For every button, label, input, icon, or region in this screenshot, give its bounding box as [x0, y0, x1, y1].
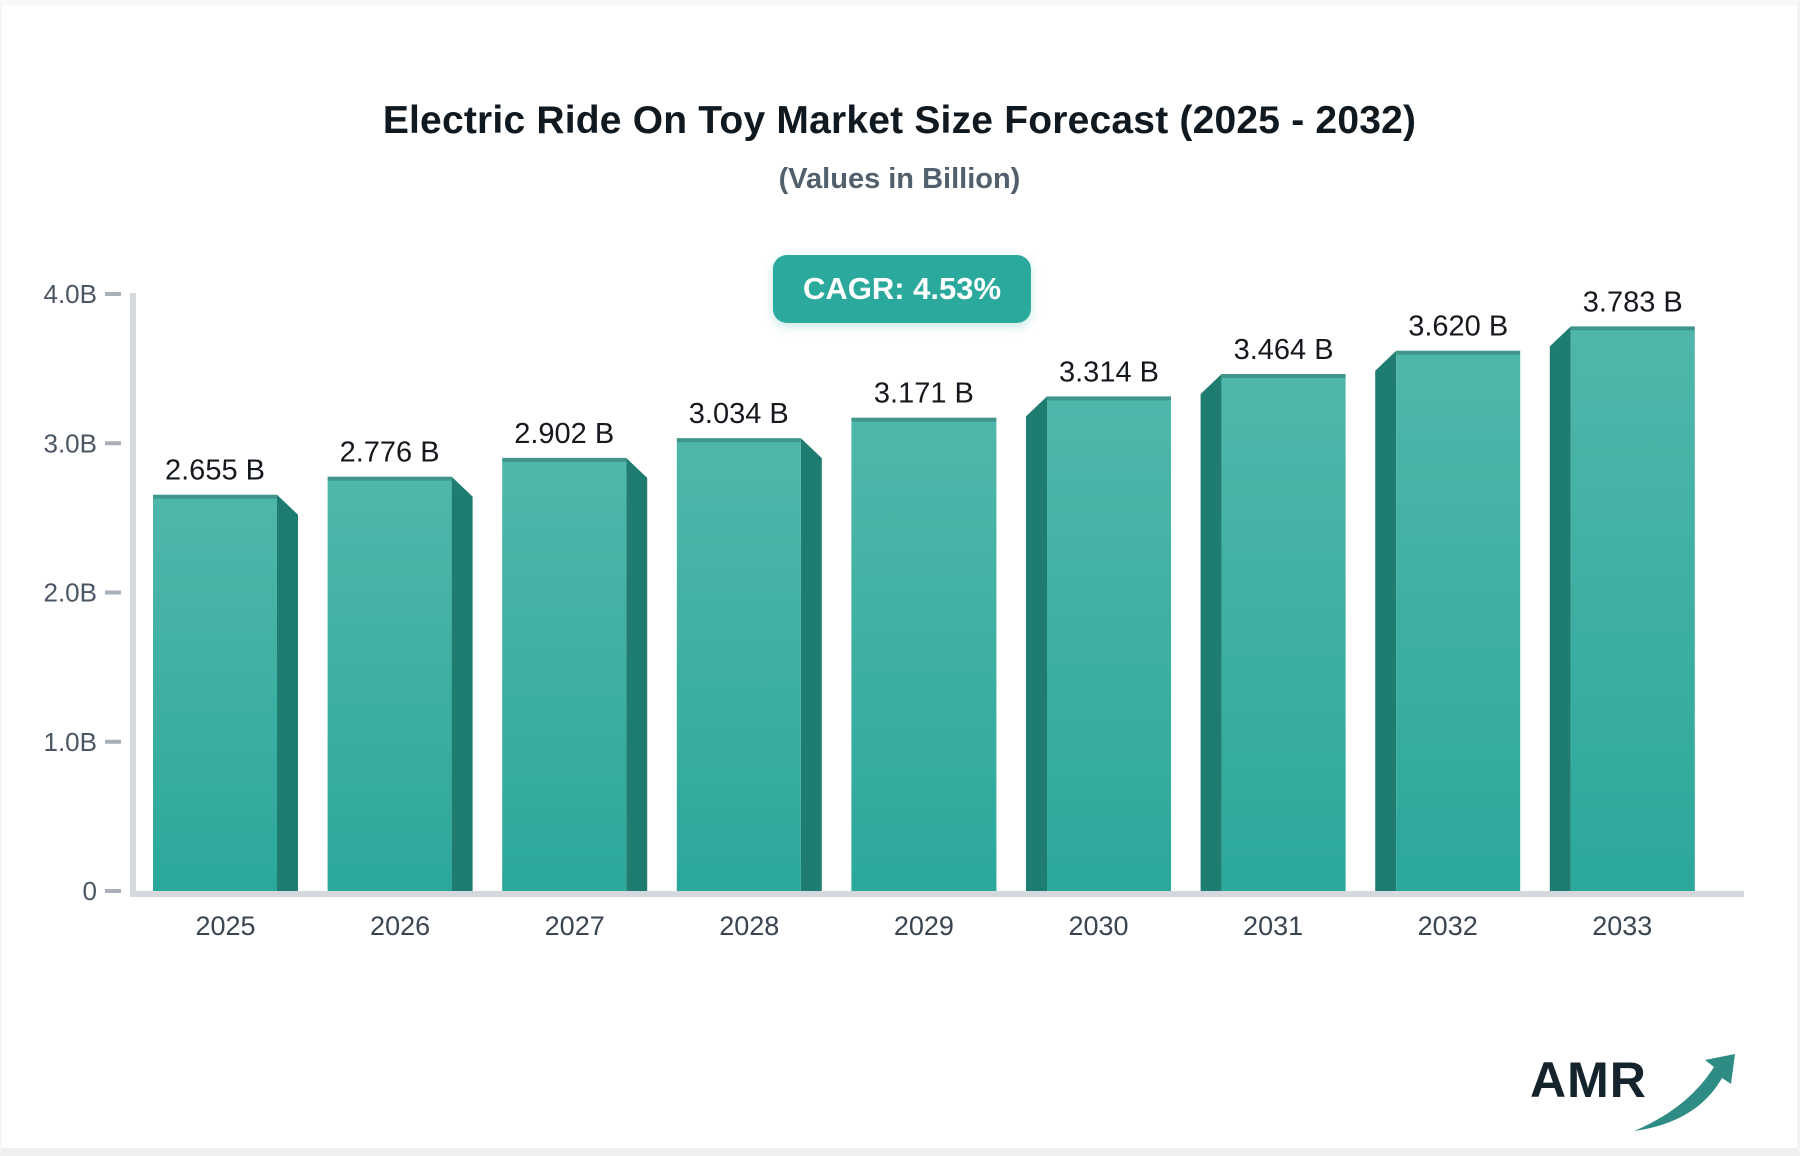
x-axis-label: 2031 — [1243, 911, 1303, 941]
bar-side-face — [1375, 350, 1397, 892]
x-axis-line — [130, 891, 1744, 897]
bar-value-label: 2.902 B — [514, 418, 614, 450]
amr-logo: AMR — [1530, 1043, 1735, 1133]
bar-side-face — [1549, 326, 1571, 892]
bar-side-face — [1026, 396, 1047, 891]
y-axis-label: 4.0B — [44, 279, 98, 309]
bar-top-edge — [1396, 350, 1521, 355]
y-axis-label: 2.0B — [44, 578, 98, 608]
bar-top-edge — [676, 438, 801, 443]
bar-top-edge — [327, 476, 452, 481]
bar-2033 — [1570, 326, 1695, 894]
bar-value-label: 3.464 B — [1234, 334, 1334, 366]
y-axis-tick — [105, 292, 121, 296]
cagr-badge: CAGR: 4.53% — [772, 255, 1032, 323]
bar-top-edge — [502, 457, 627, 462]
bar-2029 — [851, 417, 997, 893]
bar-top-edge — [1570, 326, 1695, 331]
bar-side-face — [277, 494, 298, 891]
bar-2031 — [1221, 373, 1346, 893]
bar-value-label: 3.034 B — [689, 398, 789, 430]
bar-value-label: 3.783 B — [1583, 286, 1683, 318]
growth-arrow-icon — [1634, 1054, 1735, 1131]
y-axis-tick — [105, 889, 121, 893]
bar-2025 — [153, 494, 277, 893]
chart-title: Electric Ride On Toy Market Size Forecas… — [382, 99, 1417, 142]
bar-value-label: 3.314 B — [1059, 356, 1159, 388]
bar-value-label: 3.171 B — [874, 378, 974, 410]
bar-chart: 4.0B 3.0B 2.0B 1.0B 0 2.655 B 2025 2.776 B 2026 2… — [44, 279, 1744, 941]
bar-value-label: 2.655 B — [165, 455, 265, 487]
x-axis-label: 2030 — [1068, 911, 1128, 941]
x-axis-label: 2032 — [1418, 911, 1478, 941]
x-axis-label: 2026 — [370, 911, 430, 941]
x-axis-label: 2027 — [545, 911, 605, 941]
bar-2027 — [502, 457, 627, 893]
y-axis-tick — [105, 441, 121, 446]
bar-top-edge — [1221, 373, 1346, 378]
x-axis-label: 2028 — [719, 911, 779, 941]
bar-2026 — [327, 476, 452, 893]
bar-side-face — [800, 438, 822, 891]
y-axis-label: 1.0B — [44, 727, 98, 757]
bar-value-label: 3.620 B — [1408, 311, 1508, 343]
x-axis-label: 2025 — [195, 911, 255, 941]
bar-top-edge — [153, 494, 277, 499]
chart-subtitle: (Values in Billion) — [778, 163, 1021, 195]
bar-top-edge — [851, 417, 997, 422]
x-axis-label: 2033 — [1592, 911, 1652, 941]
bar-side-face — [451, 476, 473, 891]
bar-side-face — [626, 457, 648, 891]
bar-2030 — [1047, 396, 1171, 893]
bar-2032 — [1396, 350, 1521, 894]
bar-2028 — [676, 438, 801, 893]
bar-side-face — [1200, 373, 1222, 891]
bar-top-edge — [1047, 396, 1171, 401]
y-axis-label: 3.0B — [44, 428, 98, 458]
y-axis-tick — [105, 590, 121, 595]
y-axis-label: 0 — [83, 876, 97, 906]
y-axis-tick — [105, 739, 121, 744]
bar-value-label: 2.776 B — [340, 437, 440, 469]
amr-logo-text: AMR — [1530, 1052, 1647, 1108]
y-axis-line — [130, 293, 136, 892]
x-axis-label: 2029 — [894, 911, 954, 941]
